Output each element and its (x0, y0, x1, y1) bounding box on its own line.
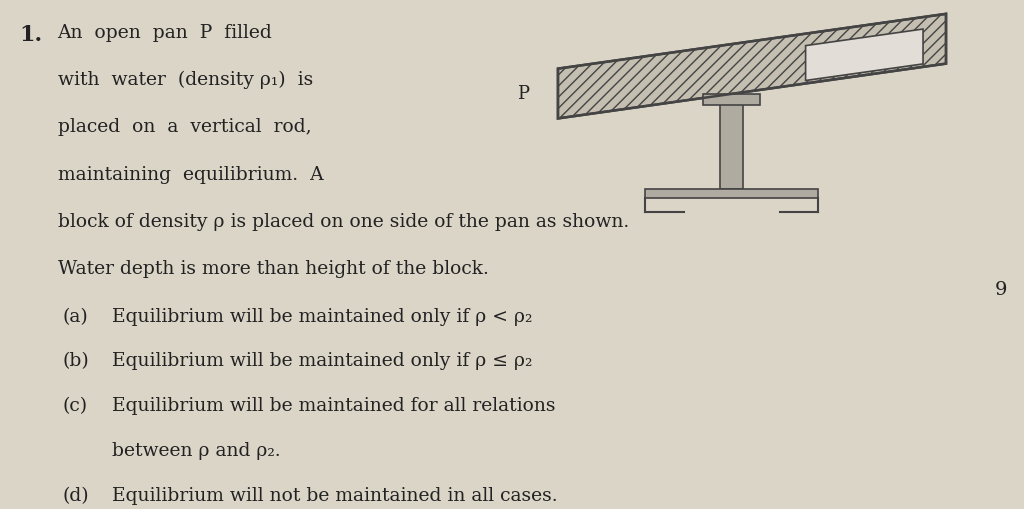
Text: maintaining  equilibrium.  A: maintaining equilibrium. A (57, 166, 324, 184)
Bar (720, 94, 742, 188)
Text: (d): (d) (62, 487, 89, 505)
Text: (a): (a) (62, 307, 88, 326)
Bar (645, 188, 818, 197)
Text: block of density ρ is placed on one side of the pan as shown.: block of density ρ is placed on one side… (57, 213, 629, 231)
Text: Equilibrium will be maintained for all relations: Equilibrium will be maintained for all r… (112, 398, 555, 415)
Text: Equilibrium will not be maintained in all cases.: Equilibrium will not be maintained in al… (112, 487, 557, 505)
Text: (b): (b) (62, 353, 89, 371)
Text: placed  on  a  vertical  rod,: placed on a vertical rod, (57, 119, 311, 136)
Text: Equilibrium will be maintained only if ρ < ρ₂: Equilibrium will be maintained only if ρ… (112, 307, 532, 326)
Polygon shape (806, 29, 923, 80)
Text: with  water  (density ρ₁)  is: with water (density ρ₁) is (57, 71, 312, 90)
Text: (c): (c) (62, 398, 88, 415)
Text: between ρ and ρ₂.: between ρ and ρ₂. (112, 442, 281, 460)
Text: 1.: 1. (19, 24, 43, 46)
Text: 9: 9 (994, 281, 1008, 299)
Bar (703, 94, 760, 105)
Text: Water depth is more than height of the block.: Water depth is more than height of the b… (57, 261, 488, 278)
Polygon shape (558, 14, 946, 119)
Text: P: P (517, 84, 529, 102)
Text: Equilibrium will be maintained only if ρ ≤ ρ₂: Equilibrium will be maintained only if ρ… (112, 353, 532, 371)
Text: An  open  pan  P  filled: An open pan P filled (57, 24, 272, 42)
